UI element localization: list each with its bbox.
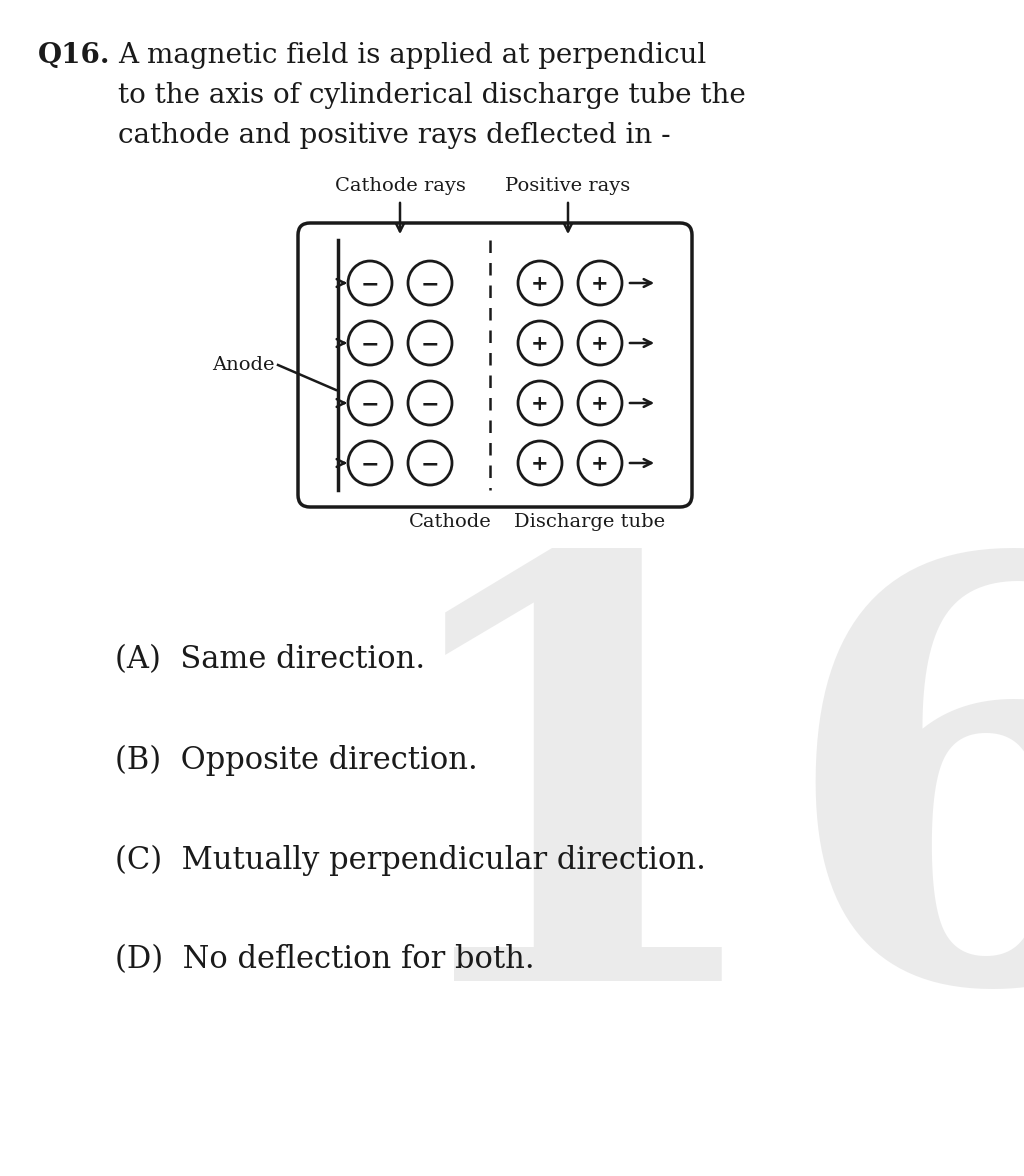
Circle shape [518, 261, 562, 305]
Text: −: − [421, 274, 439, 294]
FancyBboxPatch shape [298, 223, 692, 507]
Text: +: + [531, 274, 549, 294]
Circle shape [408, 441, 452, 485]
Circle shape [348, 441, 392, 485]
Circle shape [348, 261, 392, 305]
Text: +: + [531, 454, 549, 474]
Text: −: − [421, 334, 439, 354]
Text: +: + [591, 454, 609, 474]
Text: Q16.: Q16. [38, 42, 111, 69]
Text: A magnetic field is applied at perpendicul: A magnetic field is applied at perpendic… [118, 42, 707, 69]
Text: 16: 16 [374, 537, 1024, 1102]
Text: Positive rays: Positive rays [506, 178, 631, 195]
Text: Discharge tube: Discharge tube [514, 513, 666, 532]
Text: −: − [421, 394, 439, 414]
Circle shape [578, 261, 622, 305]
Text: (B)  Opposite direction.: (B) Opposite direction. [115, 744, 478, 776]
Text: cathode and positive rays deflected in -: cathode and positive rays deflected in - [118, 122, 671, 149]
Text: −: − [360, 394, 379, 414]
Text: Cathode rays: Cathode rays [335, 178, 466, 195]
Text: to the axis of cylinderical discharge tube thе: to the axis of cylinderical discharge tu… [118, 82, 745, 109]
Circle shape [408, 261, 452, 305]
Circle shape [518, 441, 562, 485]
Text: −: − [360, 334, 379, 354]
Text: +: + [531, 334, 549, 354]
Circle shape [578, 381, 622, 425]
Circle shape [408, 381, 452, 425]
Text: +: + [531, 394, 549, 414]
Circle shape [518, 321, 562, 365]
Text: (C)  Mutually perpendicular direction.: (C) Mutually perpendicular direction. [115, 844, 706, 876]
Circle shape [578, 321, 622, 365]
Text: −: − [360, 274, 379, 294]
Circle shape [348, 381, 392, 425]
Text: Anode: Anode [213, 356, 275, 374]
Circle shape [518, 381, 562, 425]
Text: Cathode: Cathode [409, 513, 492, 532]
Circle shape [408, 321, 452, 365]
Text: (A)  Same direction.: (A) Same direction. [115, 644, 425, 675]
Text: +: + [591, 274, 609, 294]
Circle shape [578, 441, 622, 485]
Text: (D)  No deflection for both.: (D) No deflection for both. [115, 944, 535, 976]
Text: −: − [360, 454, 379, 474]
Text: +: + [591, 334, 609, 354]
Text: +: + [591, 394, 609, 414]
Text: −: − [421, 454, 439, 474]
Circle shape [348, 321, 392, 365]
